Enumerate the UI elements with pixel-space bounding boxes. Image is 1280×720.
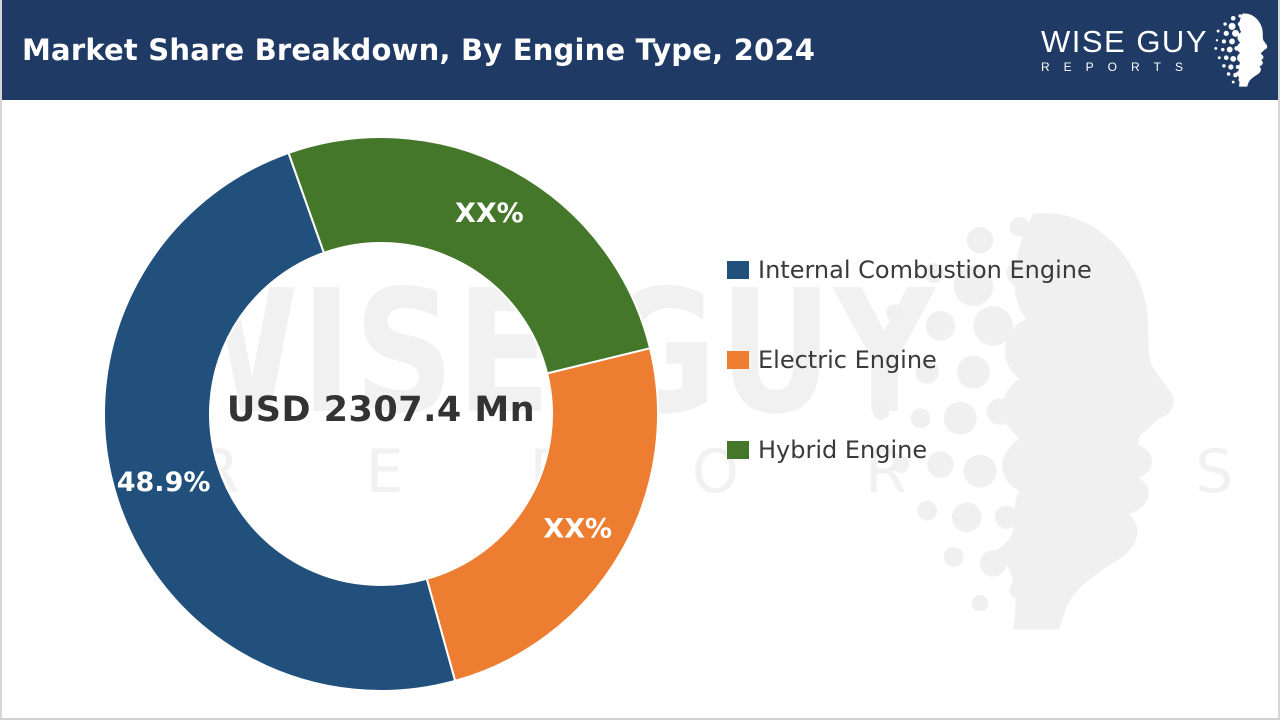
slice-electric-engine bbox=[425, 347, 659, 682]
slice-internal-combustion-engine bbox=[103, 151, 457, 692]
slice-hybrid-engine bbox=[287, 136, 652, 375]
legend-swatch bbox=[727, 441, 749, 459]
donut-chart: 48.9% XX% XX% bbox=[103, 136, 659, 692]
logo-subtitle: R E P O R T S bbox=[1040, 59, 1190, 74]
slice-label-hybrid-engine: XX% bbox=[455, 198, 524, 229]
logo-wordmark: WISE GUY bbox=[1040, 23, 1208, 59]
donut-center-label: USD 2307.4 Mn bbox=[226, 390, 536, 430]
header-bar: Market Share Breakdown, By Engine Type, … bbox=[0, 0, 1280, 100]
legend-item-hybrid-engine: Hybrid Engine bbox=[727, 435, 1092, 465]
legend-label: Internal Combustion Engine bbox=[758, 255, 1092, 284]
legend-label: Hybrid Engine bbox=[758, 435, 928, 464]
legend: Internal Combustion Engine Electric Engin… bbox=[727, 255, 1092, 525]
legend-swatch bbox=[727, 351, 749, 369]
slice-label-internal-combustion-engine: 48.9% bbox=[117, 467, 211, 498]
logo-face-icon bbox=[1210, 10, 1268, 88]
brand-logo: WISE GUY R E P O R T S bbox=[1041, 10, 1268, 88]
legend-item-internal-combustion-engine: Internal Combustion Engine bbox=[727, 255, 1092, 285]
legend-label: Electric Engine bbox=[758, 345, 937, 374]
legend-item-electric-engine: Electric Engine bbox=[727, 345, 1092, 375]
page-title: Market Share Breakdown, By Engine Type, … bbox=[22, 33, 816, 67]
slice-label-electric-engine: XX% bbox=[543, 514, 612, 545]
chart-area: WISE GUY R E P O R T S 48.9% XX% XX% USD 2… bbox=[0, 100, 1280, 720]
legend-swatch bbox=[727, 261, 749, 279]
